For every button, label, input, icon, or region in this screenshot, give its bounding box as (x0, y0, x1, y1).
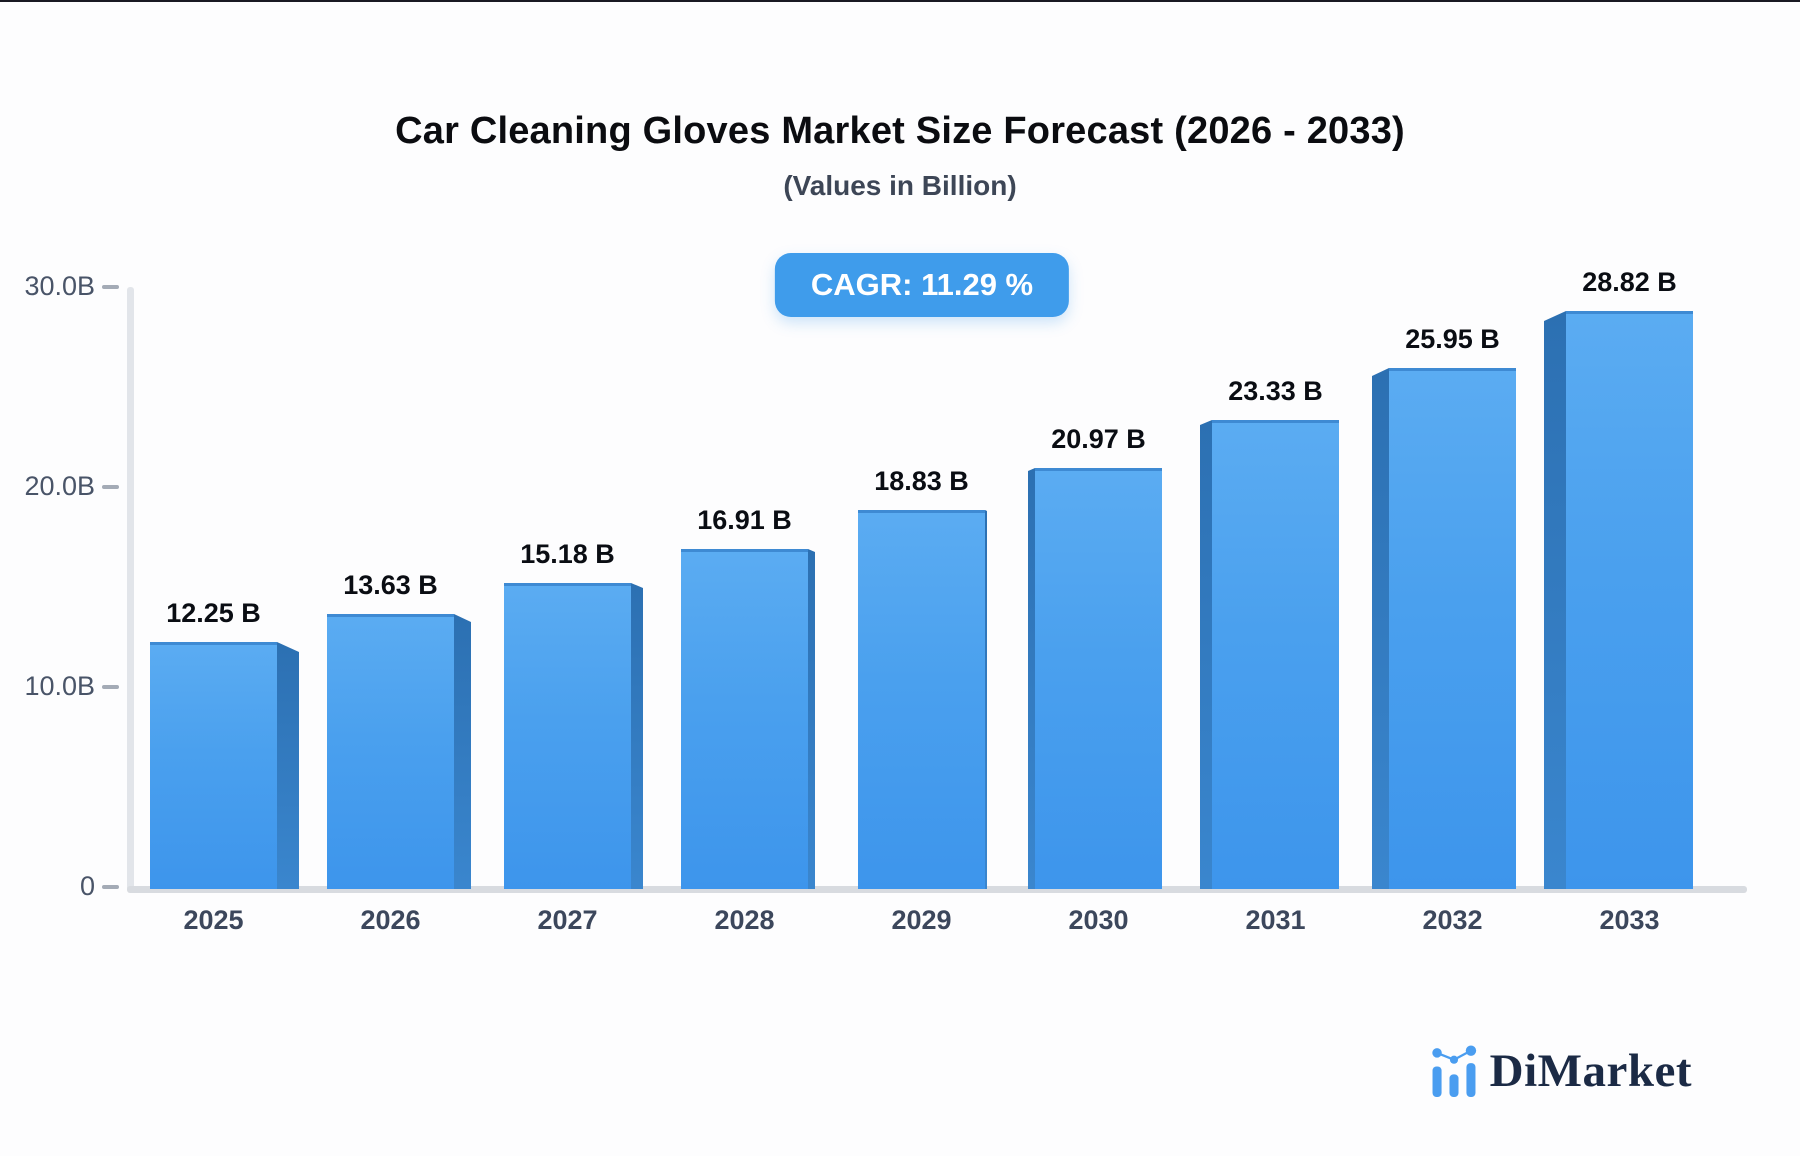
bar (1035, 468, 1162, 889)
bar-value-label: 28.82 B (1582, 267, 1677, 297)
cagr-badge: CAGR: 11.29 % (774, 253, 1070, 317)
x-axis-label: 2027 (537, 905, 598, 935)
bar-value-label: 15.18 B (520, 539, 615, 569)
y-axis-line (127, 287, 134, 891)
y-axis-tick (102, 885, 119, 889)
y-axis-tick-label: 0 (79, 871, 95, 901)
bar (1389, 368, 1516, 889)
bar-3d-side (1028, 468, 1035, 889)
bar (858, 510, 985, 889)
bar-3d-side (277, 642, 299, 889)
x-axis-label: 2029 (891, 905, 952, 935)
brand-logo-text: DiMarket (1489, 1045, 1692, 1097)
y-axis-tick (102, 685, 119, 689)
bar (681, 549, 808, 889)
bar (504, 583, 631, 889)
x-axis-label: 2031 (1245, 905, 1306, 935)
bar-3d-side (1200, 420, 1212, 889)
page-subtitle: (Values in Billion) (783, 170, 1017, 201)
x-axis-line (127, 886, 1747, 893)
x-axis-label: 2026 (360, 905, 421, 935)
page-title: Car Cleaning Gloves Market Size Forecast… (395, 110, 1405, 152)
bar-value-label: 25.95 B (1405, 324, 1500, 354)
bar-3d-side (1544, 311, 1566, 889)
y-axis-tick-label: 30.0B (24, 271, 95, 301)
bar-3d-side (454, 614, 471, 889)
bar-3d-side (1372, 368, 1389, 889)
bar-value-label: 12.25 B (166, 598, 261, 628)
y-axis-tick (102, 485, 119, 489)
bar-3d-side (985, 510, 987, 889)
bar-chart-trend-icon (1431, 1045, 1477, 1097)
y-axis-tick-label: 10.0B (24, 671, 95, 701)
bar-value-label: 13.63 B (343, 570, 438, 600)
x-axis-label: 2028 (714, 905, 775, 935)
bar (1212, 420, 1339, 889)
x-axis-label: 2025 (183, 905, 244, 935)
bar (150, 642, 277, 889)
bar-3d-side (808, 549, 815, 889)
y-axis-tick (102, 285, 119, 289)
y-axis-tick-label: 20.0B (24, 471, 95, 501)
x-axis-label: 2033 (1599, 905, 1660, 935)
bar-3d-side (631, 583, 643, 889)
bar (1566, 311, 1693, 889)
x-axis-label: 2030 (1068, 905, 1129, 935)
x-axis-label: 2032 (1422, 905, 1483, 935)
bar-value-label: 23.33 B (1228, 376, 1323, 406)
bar (327, 614, 454, 889)
bar-value-label: 16.91 B (697, 505, 792, 535)
bar-value-label: 18.83 B (874, 466, 969, 496)
brand-logo: DiMarket (1431, 1044, 1692, 1098)
bar-value-label: 20.97 B (1051, 424, 1146, 454)
